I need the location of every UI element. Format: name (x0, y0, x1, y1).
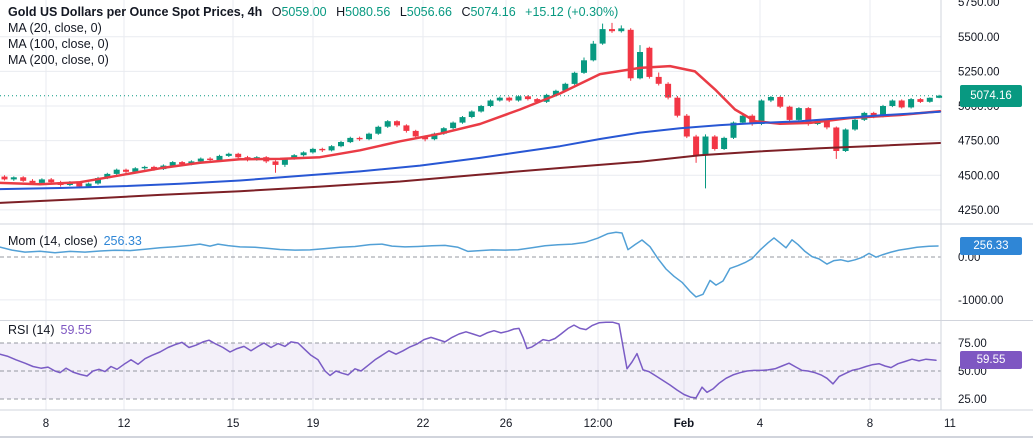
time-tick-label: 8 (867, 418, 873, 430)
time-tick-label: 19 (307, 418, 320, 430)
axis-tick-label: 4250.00 (958, 205, 1000, 217)
open-label: O (271, 5, 282, 19)
close-label: C (461, 5, 471, 19)
axis-tick-label: 4500.00 (958, 170, 1000, 182)
change-value: +15.12 (+0.30%) (525, 5, 619, 19)
time-tick-label: 15 (227, 418, 240, 430)
ma200-line (0, 142, 941, 204)
rsi-label: RSI (14) (8, 323, 55, 337)
time-tick-label: 4 (757, 418, 764, 430)
momentum-value: 256.33 (103, 234, 142, 248)
time-tick-label: 22 (417, 418, 430, 430)
axis-tick-label: 75.00 (958, 338, 987, 350)
time-tick-label: Feb (674, 418, 694, 430)
high-value: 5080.56 (345, 5, 391, 19)
momentum-label: Mom (14, close) (8, 234, 98, 248)
legend: Gold US Dollars per Ounce Spot Prices, 4… (8, 4, 624, 68)
ma20-line (0, 64, 942, 186)
low-value: 5056.66 (406, 5, 452, 19)
momentum-line (0, 231, 939, 298)
legend-ma100[interactable]: MA (100, close, 0) (8, 37, 109, 51)
momentum-legend[interactable]: Mom (14, close) 256.33 (8, 234, 142, 248)
rsi-line (0, 321, 937, 399)
rsi-value: 59.55 (60, 323, 92, 337)
axis-tick-label: 5750.00 (958, 0, 1000, 9)
last-price-badge: 5074.16 (960, 85, 1022, 107)
rsi-value-badge: 59.55 (960, 351, 1022, 369)
time-tick-label: 11 (944, 418, 956, 430)
close-value: 5074.16 (470, 5, 516, 19)
axis-tick-label: 25.00 (958, 394, 987, 406)
time-tick-label: 12:00 (584, 418, 613, 430)
ma100-line (0, 110, 941, 191)
legend-ma20[interactable]: MA (20, close, 0) (8, 21, 102, 35)
legend-ma200[interactable]: MA (200, close, 0) (8, 53, 109, 67)
time-tick-label: 8 (43, 418, 49, 430)
legend-title-row[interactable]: Gold US Dollars per Ounce Spot Prices, 4… (8, 4, 624, 20)
open-value: 5059.00 (281, 5, 327, 19)
chart-title: Gold US Dollars per Ounce Spot Prices, 4… (8, 5, 263, 19)
low-label: L (399, 5, 407, 19)
axis-tick-label: -1000.00 (958, 295, 1003, 307)
time-tick-label: 26 (500, 418, 513, 430)
axis-tick-label: 5500.00 (958, 32, 1000, 44)
axis-tick-label: 4750.00 (958, 136, 1000, 148)
rsi-legend[interactable]: RSI (14) 59.55 (8, 323, 92, 337)
high-label: H (336, 5, 346, 19)
axis-tick-label: 5250.00 (958, 66, 1000, 78)
momentum-value-badge: 256.33 (960, 237, 1022, 255)
axis-tick-label: 0.00 (958, 252, 980, 264)
axis-tick-label: 50.00 (958, 366, 987, 378)
time-tick-label: 12 (118, 418, 131, 430)
